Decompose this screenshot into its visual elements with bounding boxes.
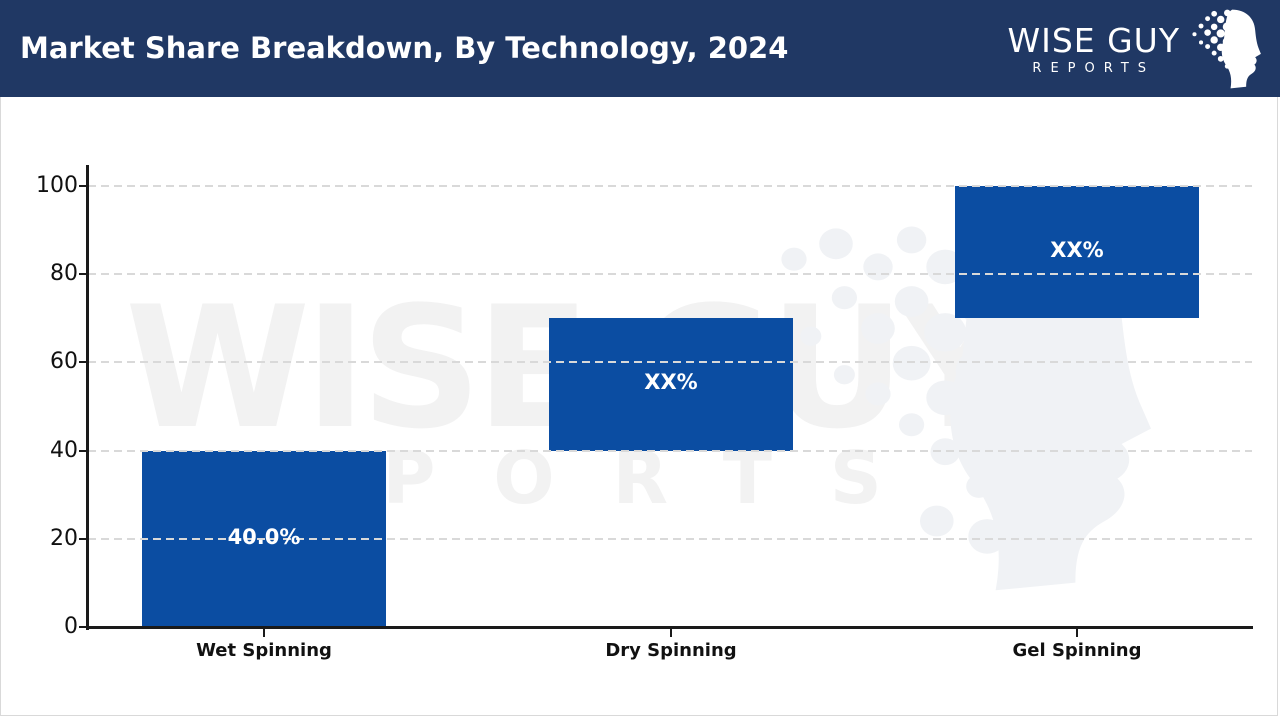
gridline-y100 [88,185,1252,187]
bar-value-label: XX% [1050,238,1104,263]
gridline-y80 [88,273,1252,276]
y-axis-tick-40 [79,449,88,452]
y-tick-label-40: 40 [50,437,78,463]
y-axis-tick-100 [79,185,88,187]
gridline-y20 [88,537,1252,540]
y-tick-label-80: 80 [50,261,78,287]
y-axis-line [86,165,89,630]
y-tick-label-100: 100 [36,173,78,198]
gridline-y60 [88,361,1252,364]
brand-sub: REPORTS [1032,60,1156,76]
gridline-y40 [88,449,1252,452]
x-axis-tick [1076,628,1078,637]
page-title: Market Share Breakdown, By Technology, 2… [20,31,789,65]
bar-value-label: 40.0% [227,524,301,549]
y-axis-tick-60 [79,361,88,364]
x-tick-label: Gel Spinning [1012,640,1142,661]
bar-gel-spinning [955,186,1199,319]
chart-plot-area: 0 20 40 60 80 100 40.0% Wet Spinning XX% Dry Spin… [0,97,1280,716]
y-axis-tick-20 [79,537,88,540]
brand-logo: WISE GUY REPORTS [1007,7,1266,91]
x-axis-tick [670,628,672,637]
x-axis-tick [263,628,265,637]
bar-dry-spinning [549,318,793,451]
y-axis-tick-0 [79,626,88,628]
brand-name: WISE GUY [1007,20,1180,60]
y-tick-label-60: 60 [50,349,78,375]
bar-value-label: XX% [644,370,698,395]
y-tick-label-20: 20 [50,525,78,551]
x-tick-label: Wet Spinning [196,640,332,661]
brand-text: WISE GUY REPORTS [1007,20,1180,76]
y-tick-label-0: 0 [64,614,78,639]
dotted-head-icon [1192,9,1261,89]
y-axis-tick-80 [79,273,88,276]
x-axis-line [86,626,1253,629]
x-tick-label: Dry Spinning [605,640,737,661]
header-bar: Market Share Breakdown, By Technology, 2… [0,0,1280,97]
